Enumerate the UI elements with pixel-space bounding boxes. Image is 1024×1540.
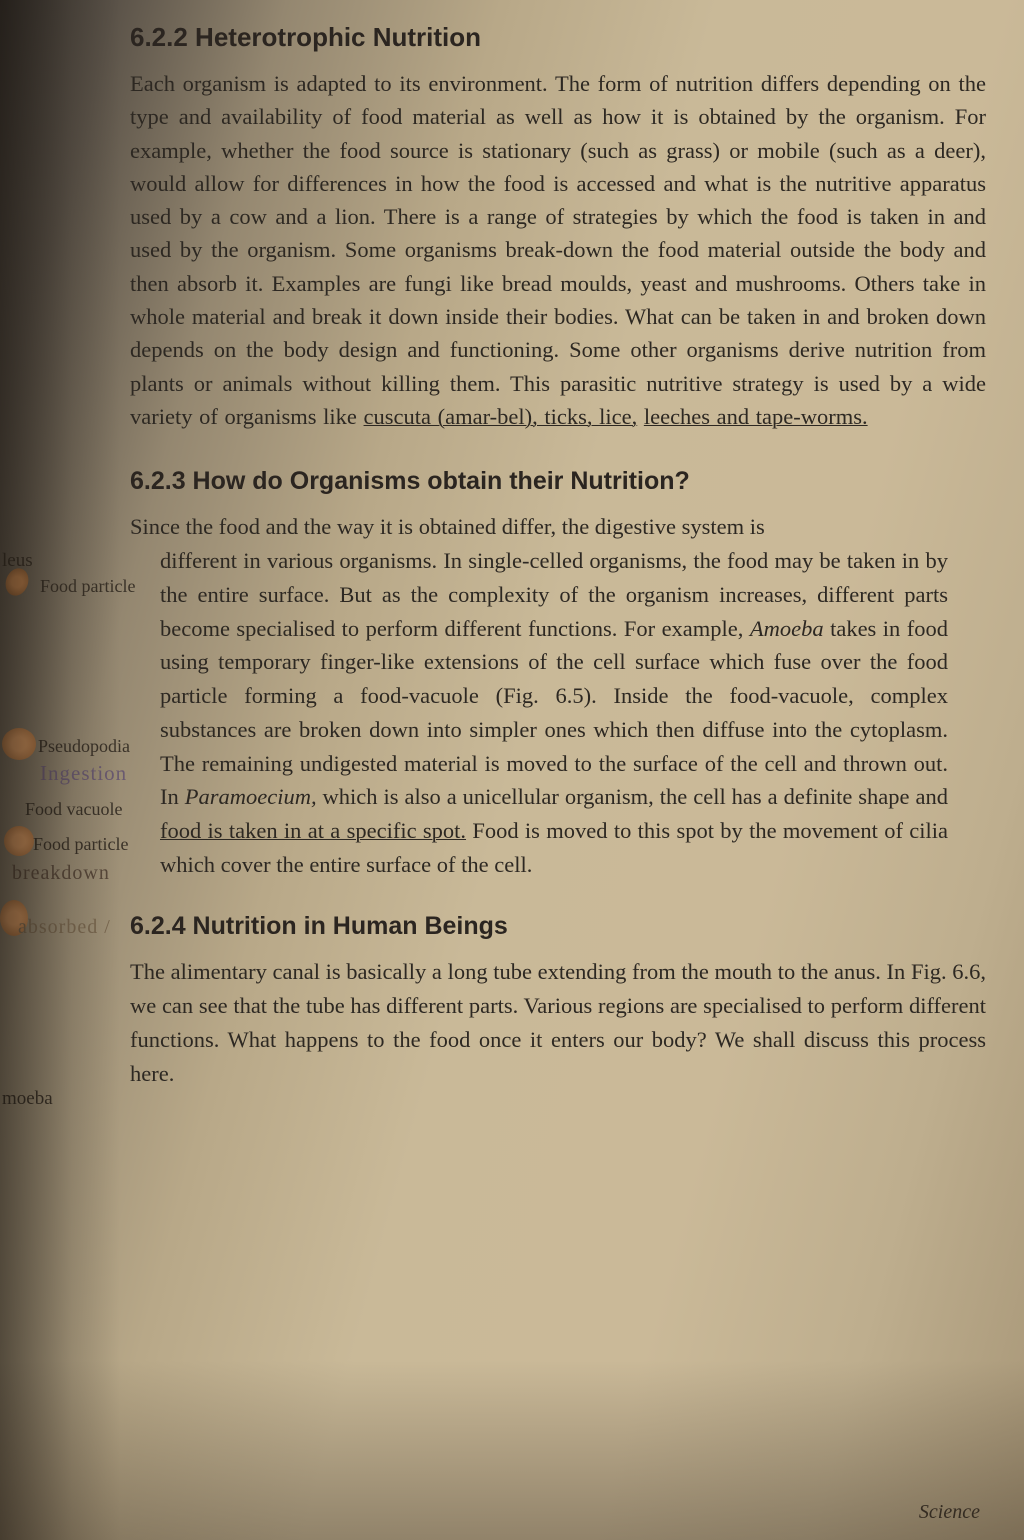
page-shadow-bottom xyxy=(0,1360,1024,1540)
label-breakdown-handwritten: breakdown xyxy=(12,862,110,885)
figure-text-row: leus Food particle Pseudopodia Ingestion… xyxy=(0,544,986,882)
footer-subject: Science xyxy=(919,1501,980,1524)
underline-leeches: leeches and tape-worms. xyxy=(644,404,868,429)
textbook-page: 6.2.2 Heterotrophic Nutrition Each organ… xyxy=(0,0,1024,1540)
heading-6-2-3: 6.2.3 How do Organisms obtain their Nutr… xyxy=(130,467,986,496)
label-nucleus-cut: leus xyxy=(2,550,33,572)
label-absorbed-handwritten: absorbed / xyxy=(18,916,111,939)
para-6-2-4: The alimentary canal is basically a long… xyxy=(130,955,986,1092)
para-6-2-3-body: different in various organisms. In singl… xyxy=(160,544,986,882)
heading-6-2-4: 6.2.4 Nutrition in Human Beings xyxy=(130,912,986,941)
underline-food-taken: food is taken in at a specific spot. xyxy=(160,818,466,843)
label-food-vacuole: Food vacuole xyxy=(25,799,122,820)
para-6-2-3-body2: takes in food using temporary finger-lik… xyxy=(160,616,948,810)
label-ingestion-handwritten: Ingestion xyxy=(40,761,127,786)
italic-amoeba: Amoeba xyxy=(750,616,824,641)
label-pseudopodia: Pseudopodia xyxy=(38,736,130,757)
italic-paramoecium: Paramoecium, xyxy=(185,784,317,809)
underline-cuscuta: cuscuta (amar-bel), ticks, lice, xyxy=(364,404,638,429)
label-food-particle-2: Food particle xyxy=(33,834,128,855)
heading-6-2-2: 6.2.2 Heterotrophic Nutrition xyxy=(130,22,986,53)
amoeba-blob-icon xyxy=(4,826,34,856)
amoeba-blob-icon xyxy=(2,728,36,760)
label-amoeba-cut: moeba xyxy=(2,1088,53,1110)
label-food-particle: Food particle xyxy=(40,576,135,597)
para-6-2-2-text: Each organism is adapted to its environm… xyxy=(130,71,986,429)
para-6-2-2: Each organism is adapted to its environm… xyxy=(130,67,986,433)
figure-labels-column: leus Food particle Pseudopodia Ingestion… xyxy=(0,544,160,882)
para-6-2-3-body3: which is also a unicellular organism, th… xyxy=(317,784,948,809)
para-6-2-3-intro: Since the food and the way it is obtaine… xyxy=(130,510,986,544)
